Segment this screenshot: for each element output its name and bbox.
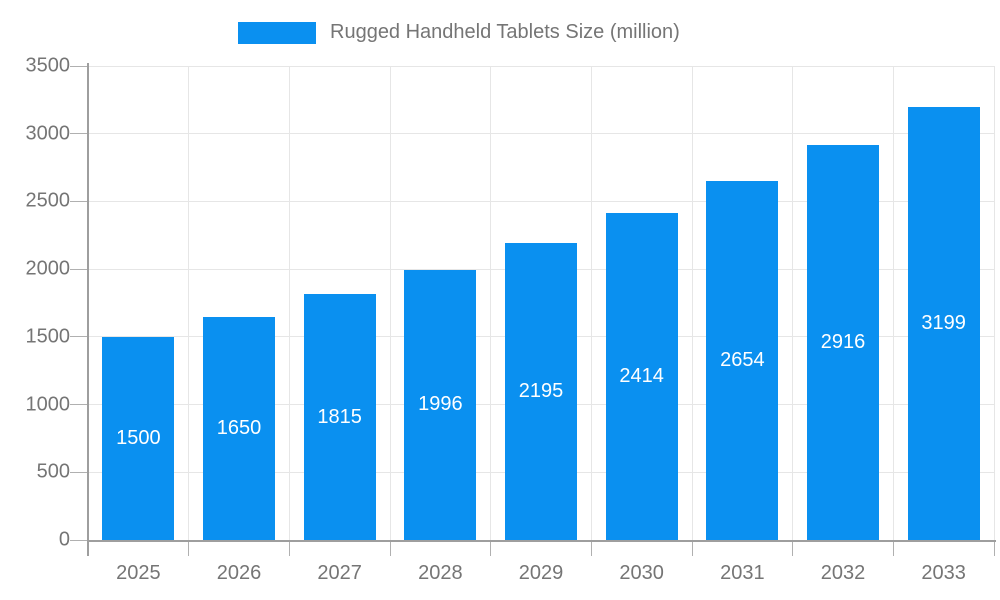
y-axis-tick-label: 0	[58, 528, 70, 551]
bar[interactable]: 3199	[907, 106, 980, 540]
x-axis-tick-label: 2025	[116, 562, 161, 584]
bar[interactable]: 1500	[102, 336, 175, 540]
x-axis-tick-label: 2031	[720, 562, 765, 584]
bar-value-label: 1996	[418, 393, 463, 416]
x-axis-tick-label: 2026	[216, 562, 262, 584]
y-axis-tick	[70, 133, 88, 135]
y-axis-tick	[70, 65, 88, 67]
bar[interactable]: 2195	[505, 242, 577, 540]
x-axis-tick	[188, 541, 190, 556]
x-axis-tick-label: 2033	[921, 562, 966, 584]
legend-label: Rugged Handheld Tablets Size (million)	[330, 21, 680, 43]
x-axis-tick	[792, 541, 794, 556]
gridline-horizontal	[88, 133, 994, 135]
bar-value-label: 2414	[619, 365, 664, 388]
bar-value-label: 2916	[820, 331, 866, 354]
x-axis-line	[87, 540, 996, 542]
y-axis-tick-label: 3500	[25, 54, 71, 77]
y-axis-tick-label: 2500	[25, 189, 71, 212]
bar-value-label: 2654	[720, 348, 765, 371]
legend[interactable]: Rugged Handheld Tablets Size (million)	[238, 21, 680, 44]
y-axis-tick-label: 3000	[25, 122, 71, 145]
x-axis-tick	[993, 541, 995, 556]
gridline-horizontal	[88, 65, 994, 67]
bar-value-label: 1650	[216, 416, 262, 439]
bar[interactable]: 2414	[605, 213, 678, 540]
bar[interactable]: 1650	[203, 316, 275, 540]
y-axis-line	[87, 63, 89, 556]
y-axis-tick	[70, 404, 88, 406]
x-axis-tick	[288, 541, 290, 556]
y-axis-tick	[70, 200, 88, 202]
y-axis-tick	[70, 471, 88, 473]
gridline-vertical	[389, 66, 391, 540]
x-axis-tick	[892, 541, 894, 556]
bar-value-label: 1500	[116, 426, 161, 449]
y-axis-tick-label: 1500	[25, 325, 71, 348]
gridline-horizontal	[88, 200, 994, 202]
gridline-vertical	[590, 66, 592, 540]
x-axis-tick-label: 2029	[518, 562, 564, 584]
legend-swatch-icon	[238, 21, 316, 44]
x-axis-tick-label: 2032	[820, 562, 866, 584]
x-axis-tick	[389, 541, 391, 556]
x-axis-tick	[590, 541, 592, 556]
y-axis-tick-label: 1000	[25, 393, 71, 416]
bar-value-label: 2195	[518, 379, 564, 402]
y-axis-tick-label: 2000	[25, 257, 71, 280]
y-axis-tick-label: 500	[36, 460, 70, 483]
x-axis-tick	[490, 541, 492, 556]
y-axis-tick	[70, 539, 88, 541]
x-axis-tick-label: 2030	[619, 562, 664, 584]
bar[interactable]: 1815	[303, 294, 376, 540]
bar[interactable]: 1996	[404, 269, 477, 540]
gridline-vertical	[288, 66, 290, 540]
bar-value-label: 3199	[921, 311, 966, 334]
gridline-vertical	[188, 66, 190, 540]
x-axis-tick	[691, 541, 693, 556]
y-axis-tick	[70, 268, 88, 270]
gridline-vertical	[792, 66, 794, 540]
bar[interactable]: 2916	[807, 145, 879, 540]
gridline-vertical	[691, 66, 693, 540]
x-axis-tick-label: 2028	[418, 562, 463, 584]
bar-value-label: 1815	[317, 405, 362, 428]
x-axis-tick-label: 2027	[317, 562, 362, 584]
gridline-vertical	[892, 66, 894, 540]
gridline-vertical	[490, 66, 492, 540]
gridline-vertical	[993, 66, 995, 540]
bar[interactable]: 2654	[706, 180, 779, 540]
y-axis-tick	[70, 336, 88, 338]
